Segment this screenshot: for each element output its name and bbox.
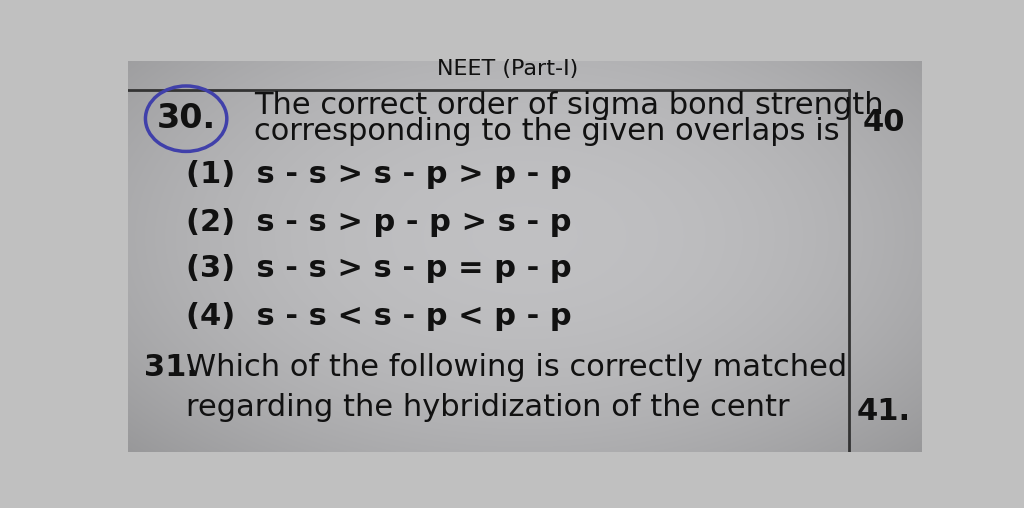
- Text: NEET (Part-I): NEET (Part-I): [437, 58, 579, 79]
- Text: 30.: 30.: [157, 102, 216, 135]
- Text: (1)  s - s > s - p > p - p: (1) s - s > s - p > p - p: [186, 161, 571, 189]
- Text: Which of the following is correctly matched: Which of the following is correctly matc…: [186, 353, 847, 382]
- Text: (4)  s - s < s - p < p - p: (4) s - s < s - p < p - p: [186, 302, 571, 331]
- Text: (3)  s - s > s - p = p - p: (3) s - s > s - p = p - p: [186, 255, 571, 283]
- Text: (2)  s - s > p - p > s - p: (2) s - s > p - p > s - p: [186, 208, 571, 237]
- Text: 40: 40: [862, 108, 905, 137]
- Text: 41.: 41.: [856, 397, 910, 426]
- Text: regarding the hybridization of the centr: regarding the hybridization of the centr: [186, 393, 790, 422]
- Text: 31.: 31.: [143, 353, 198, 382]
- Text: corresponding to the given overlaps is: corresponding to the given overlaps is: [254, 117, 840, 146]
- Text: The correct order of sigma bond strength: The correct order of sigma bond strength: [254, 91, 884, 120]
